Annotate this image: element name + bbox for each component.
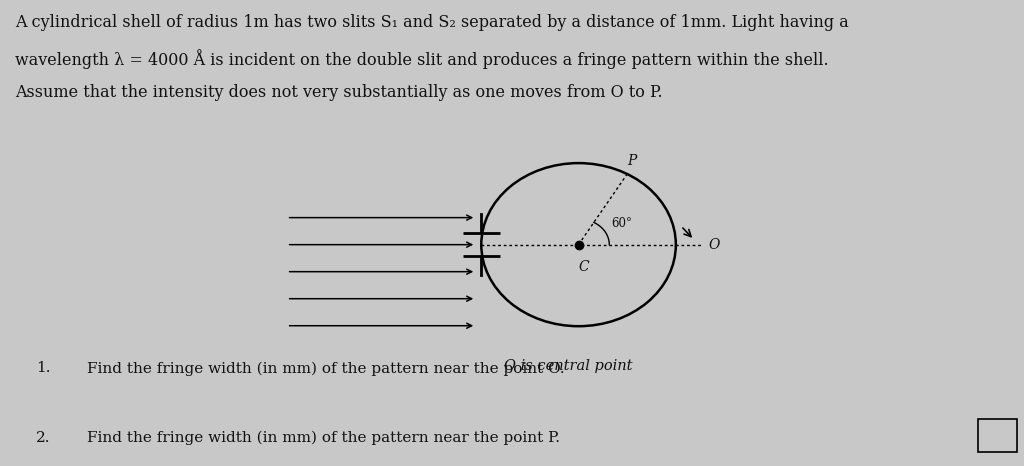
Text: 60°: 60°: [611, 217, 632, 230]
Text: Find the fringe width (in mm) of the pattern near the point O.: Find the fringe width (in mm) of the pat…: [87, 361, 564, 376]
Text: O: O: [709, 238, 720, 252]
Text: Find the fringe width (in mm) of the pattern near the point P.: Find the fringe width (in mm) of the pat…: [87, 431, 560, 445]
FancyBboxPatch shape: [978, 419, 1017, 452]
Text: C: C: [579, 260, 589, 274]
Text: P: P: [628, 154, 637, 168]
Text: O is central point: O is central point: [504, 359, 633, 373]
Text: 1.: 1.: [36, 361, 50, 375]
Text: Assume that the intensity does not very substantially as one moves from O to P.: Assume that the intensity does not very …: [15, 84, 663, 101]
Text: A cylindrical shell of radius 1m has two slits S₁ and S₂ separated by a distance: A cylindrical shell of radius 1m has two…: [15, 14, 849, 31]
Text: 2.: 2.: [36, 431, 50, 445]
Text: ↵: ↵: [992, 431, 1002, 441]
Text: wavelength λ = 4000 Å is incident on the double slit and produces a fringe patte: wavelength λ = 4000 Å is incident on the…: [15, 49, 829, 69]
